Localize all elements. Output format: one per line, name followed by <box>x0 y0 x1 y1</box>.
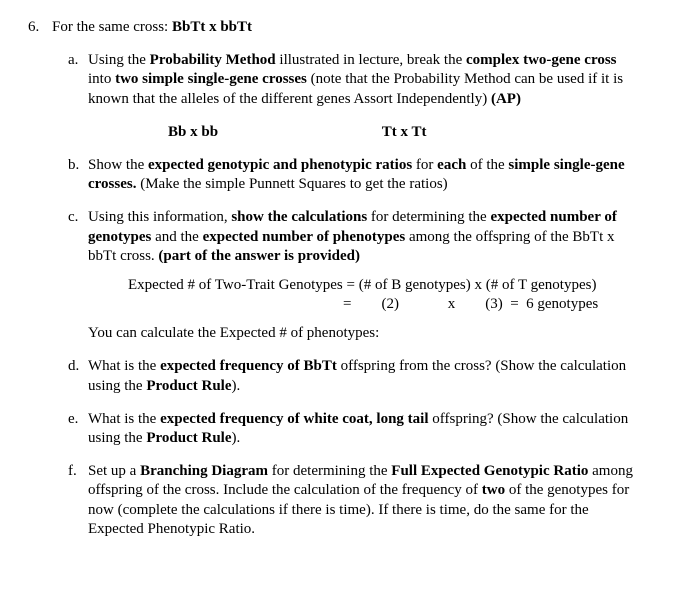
e-b1: expected frequency of white coat, long t… <box>160 411 428 427</box>
a-t3: into <box>88 71 115 87</box>
a-b1: Probability Method <box>150 52 276 68</box>
d-b1: expected frequency of BbTt <box>160 358 337 374</box>
part-a: a.Using the Probability Method illustrat… <box>68 51 639 109</box>
part-a-letter: a. <box>68 51 88 70</box>
page: 6.For the same cross: BbTt x bbTt a.Usin… <box>0 0 673 571</box>
d-t1: What is the <box>88 358 160 374</box>
f-b2: Full Expected Genotypic Ratio <box>391 463 588 479</box>
part-d-letter: d. <box>68 357 88 376</box>
part-b: b.Show the expected genotypic and phenot… <box>68 156 639 194</box>
c-t1: Using this information, <box>88 209 231 225</box>
part-d: d.What is the expected frequency of BbTt… <box>68 357 639 395</box>
f-t2: for determining the <box>268 463 391 479</box>
part-f-letter: f. <box>68 462 88 481</box>
part-f: f.Set up a Branching Diagram for determi… <box>68 462 639 539</box>
part-e-letter: e. <box>68 410 88 429</box>
question-stem: For the same cross: BbTt x bbTt <box>52 19 252 35</box>
a-t1: Using the <box>88 52 150 68</box>
question-line: 6.For the same cross: BbTt x bbTt <box>28 18 639 37</box>
c-t2: for determining the <box>367 209 490 225</box>
f-b3: two <box>482 482 505 498</box>
d-b2: Product Rule <box>146 378 231 394</box>
part-b-letter: b. <box>68 156 88 175</box>
a-t2: illustrated in lecture, break the <box>276 52 466 68</box>
b-t2: for <box>412 157 437 173</box>
c-b4: (part of the answer is provided) <box>158 248 360 264</box>
cross-bb: Bb x bb <box>168 123 218 142</box>
part-b-body: Show the expected genotypic and phenotyp… <box>88 156 637 194</box>
cross-tt: Tt x Tt <box>382 123 427 142</box>
stem-cross: BbTt x bbTt <box>172 19 252 35</box>
b-t3: of the <box>466 157 508 173</box>
b-b1: expected genotypic and phenotypic ratios <box>148 157 412 173</box>
e-t1: What is the <box>88 411 160 427</box>
b-t1: Show the <box>88 157 148 173</box>
part-e-body: What is the expected frequency of white … <box>88 410 637 448</box>
a-b4: (AP) <box>491 91 521 107</box>
part-d-body: What is the expected frequency of BbTt o… <box>88 357 637 395</box>
c-eq-line1: Expected # of Two-Trait Genotypes = (# o… <box>128 276 637 295</box>
b-b2: each <box>437 157 466 173</box>
a-b3: two simple single-gene crosses <box>115 71 307 87</box>
stem-pre: For the same cross: <box>52 19 172 35</box>
a-b2: complex two-gene cross <box>466 52 617 68</box>
f-b1: Branching Diagram <box>140 463 268 479</box>
single-gene-crosses: Bb x bb Tt x Tt <box>68 123 639 142</box>
part-f-body: Set up a Branching Diagram for determini… <box>88 462 637 539</box>
f-t1: Set up a <box>88 463 140 479</box>
b-t4: (Make the simple Punnett Squares to get … <box>136 176 447 192</box>
c-equation-block: Expected # of Two-Trait Genotypes = (# o… <box>128 276 637 314</box>
c-t3: and the <box>151 229 202 245</box>
part-a-body: Using the Probability Method illustrated… <box>88 51 637 109</box>
c-b1: show the calculations <box>231 209 367 225</box>
part-e: e.What is the expected frequency of whit… <box>68 410 639 448</box>
question-number: 6. <box>28 18 52 37</box>
d-t3: ). <box>231 378 240 394</box>
e-t3: ). <box>231 430 240 446</box>
part-c-letter: c. <box>68 208 88 227</box>
c-eq-line2: = (2) x (3) = 6 genotypes <box>343 295 637 314</box>
c-followup: You can calculate the Expected # of phen… <box>88 324 637 343</box>
e-b2: Product Rule <box>146 430 231 446</box>
part-c: c.Using this information, show the calcu… <box>68 208 639 343</box>
part-c-body: Using this information, show the calcula… <box>88 208 637 343</box>
c-b3: expected number of phenotypes <box>203 229 406 245</box>
